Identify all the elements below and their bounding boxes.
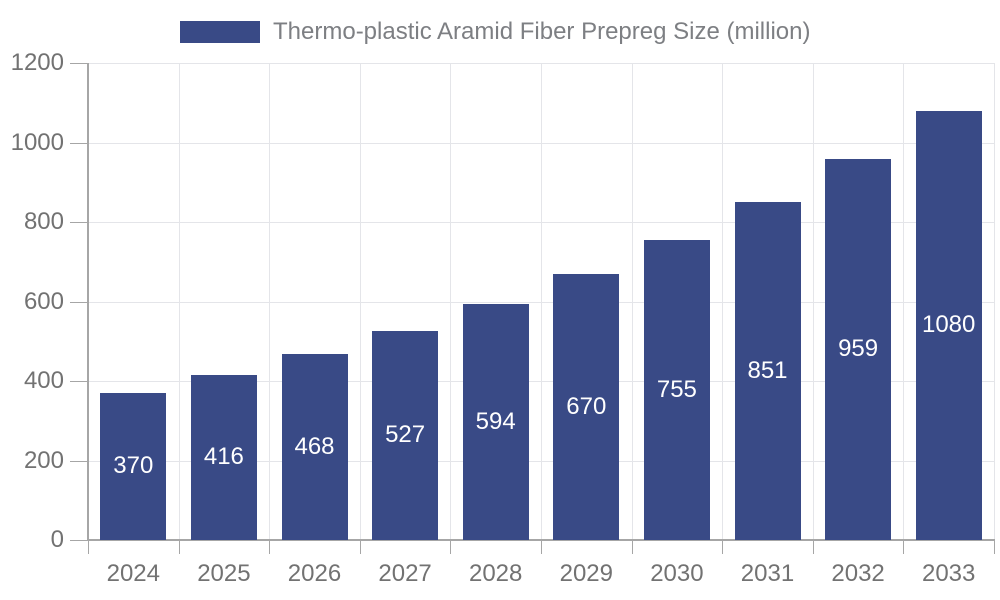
x-axis-tick (178, 540, 180, 554)
plot-area: 0 200 400 600 800 1000 1200 370 416 468 527 594 670 7… (11, 51, 995, 587)
x-tick-label: 2027 (378, 560, 432, 587)
x-axis-tick (88, 540, 89, 554)
bar-2027[interactable]: 527 (372, 330, 439, 540)
bar-value-label: 959 (838, 335, 879, 363)
bar-2031[interactable]: 851 (734, 201, 801, 540)
y-tick-label: 800 (23, 208, 64, 235)
bar-value-label: 370 (113, 452, 154, 480)
y-axis-tick (70, 540, 88, 541)
gridline-v (722, 63, 724, 540)
legend-label: Thermo-plastic Aramid Fiber Prepreg Size… (273, 18, 811, 45)
bar-2024[interactable]: 370 (100, 392, 167, 540)
legend[interactable]: Thermo-plastic Aramid Fiber Prepreg Size… (180, 17, 811, 47)
bar-value-label: 527 (385, 421, 426, 449)
bar-value-label: 851 (747, 356, 788, 384)
y-axis-tick (70, 142, 88, 144)
x-axis-tick (631, 540, 633, 554)
y-axis-line (87, 63, 89, 540)
y-tick-label: 1200 (10, 49, 64, 76)
bar-2028[interactable]: 594 (462, 303, 529, 540)
x-axis-tick (903, 540, 905, 554)
x-axis-tick (359, 540, 361, 554)
y-axis-tick (70, 63, 88, 64)
gridline-v (269, 63, 271, 540)
x-tick-label: 2025 (197, 560, 251, 587)
x-axis-tick (541, 540, 542, 554)
bar-2026[interactable]: 468 (281, 353, 348, 540)
gridline-v (450, 63, 452, 540)
x-tick-label: 2029 (559, 560, 613, 587)
bar-value-label: 755 (656, 375, 697, 403)
y-axis-tick (70, 301, 88, 303)
x-tick-label: 2032 (831, 560, 885, 587)
bar-value-label: 594 (475, 407, 516, 435)
x-tick-label: 2033 (921, 560, 976, 587)
x-tick-label: 2031 (740, 560, 795, 587)
legend-swatch (180, 21, 260, 43)
y-tick-label: 600 (23, 287, 64, 315)
bar-value-label: 416 (203, 443, 244, 471)
x-tick-label: 2030 (650, 560, 704, 587)
x-axis-tick (812, 540, 814, 554)
bar-2025[interactable]: 416 (190, 374, 257, 540)
x-tick-label: 2028 (468, 560, 523, 587)
bar-2029[interactable]: 670 (553, 273, 620, 540)
x-axis-tick (450, 540, 452, 554)
x-axis-line (87, 539, 995, 541)
y-tick-label: 200 (23, 446, 64, 474)
x-axis-tick (994, 540, 995, 554)
y-tick-label: 0 (50, 526, 64, 553)
gridline-v (994, 63, 995, 540)
gridline-v (178, 63, 180, 540)
y-tick-label: 1000 (10, 128, 64, 156)
y-tick-label: 400 (23, 367, 64, 394)
x-tick-label: 2026 (287, 560, 342, 587)
bar-value-label: 1080 (921, 311, 976, 339)
gridline-v (812, 63, 814, 540)
gridline-v (631, 63, 633, 540)
x-axis-tick (722, 540, 724, 554)
bar-2033[interactable]: 1080 (915, 110, 982, 540)
x-axis-tick (269, 540, 271, 554)
bar-2032[interactable]: 959 (825, 158, 892, 540)
bar-2030[interactable]: 755 (643, 239, 710, 540)
y-axis-tick (70, 460, 88, 462)
y-axis-tick (70, 381, 88, 382)
gridline-v (359, 63, 361, 540)
bar-value-label: 468 (294, 432, 335, 460)
x-tick-label: 2024 (106, 560, 160, 587)
y-axis-tick (70, 222, 88, 223)
bar-value-label: 670 (566, 392, 607, 420)
gridline-v (541, 63, 542, 540)
gridline-v (903, 63, 905, 540)
